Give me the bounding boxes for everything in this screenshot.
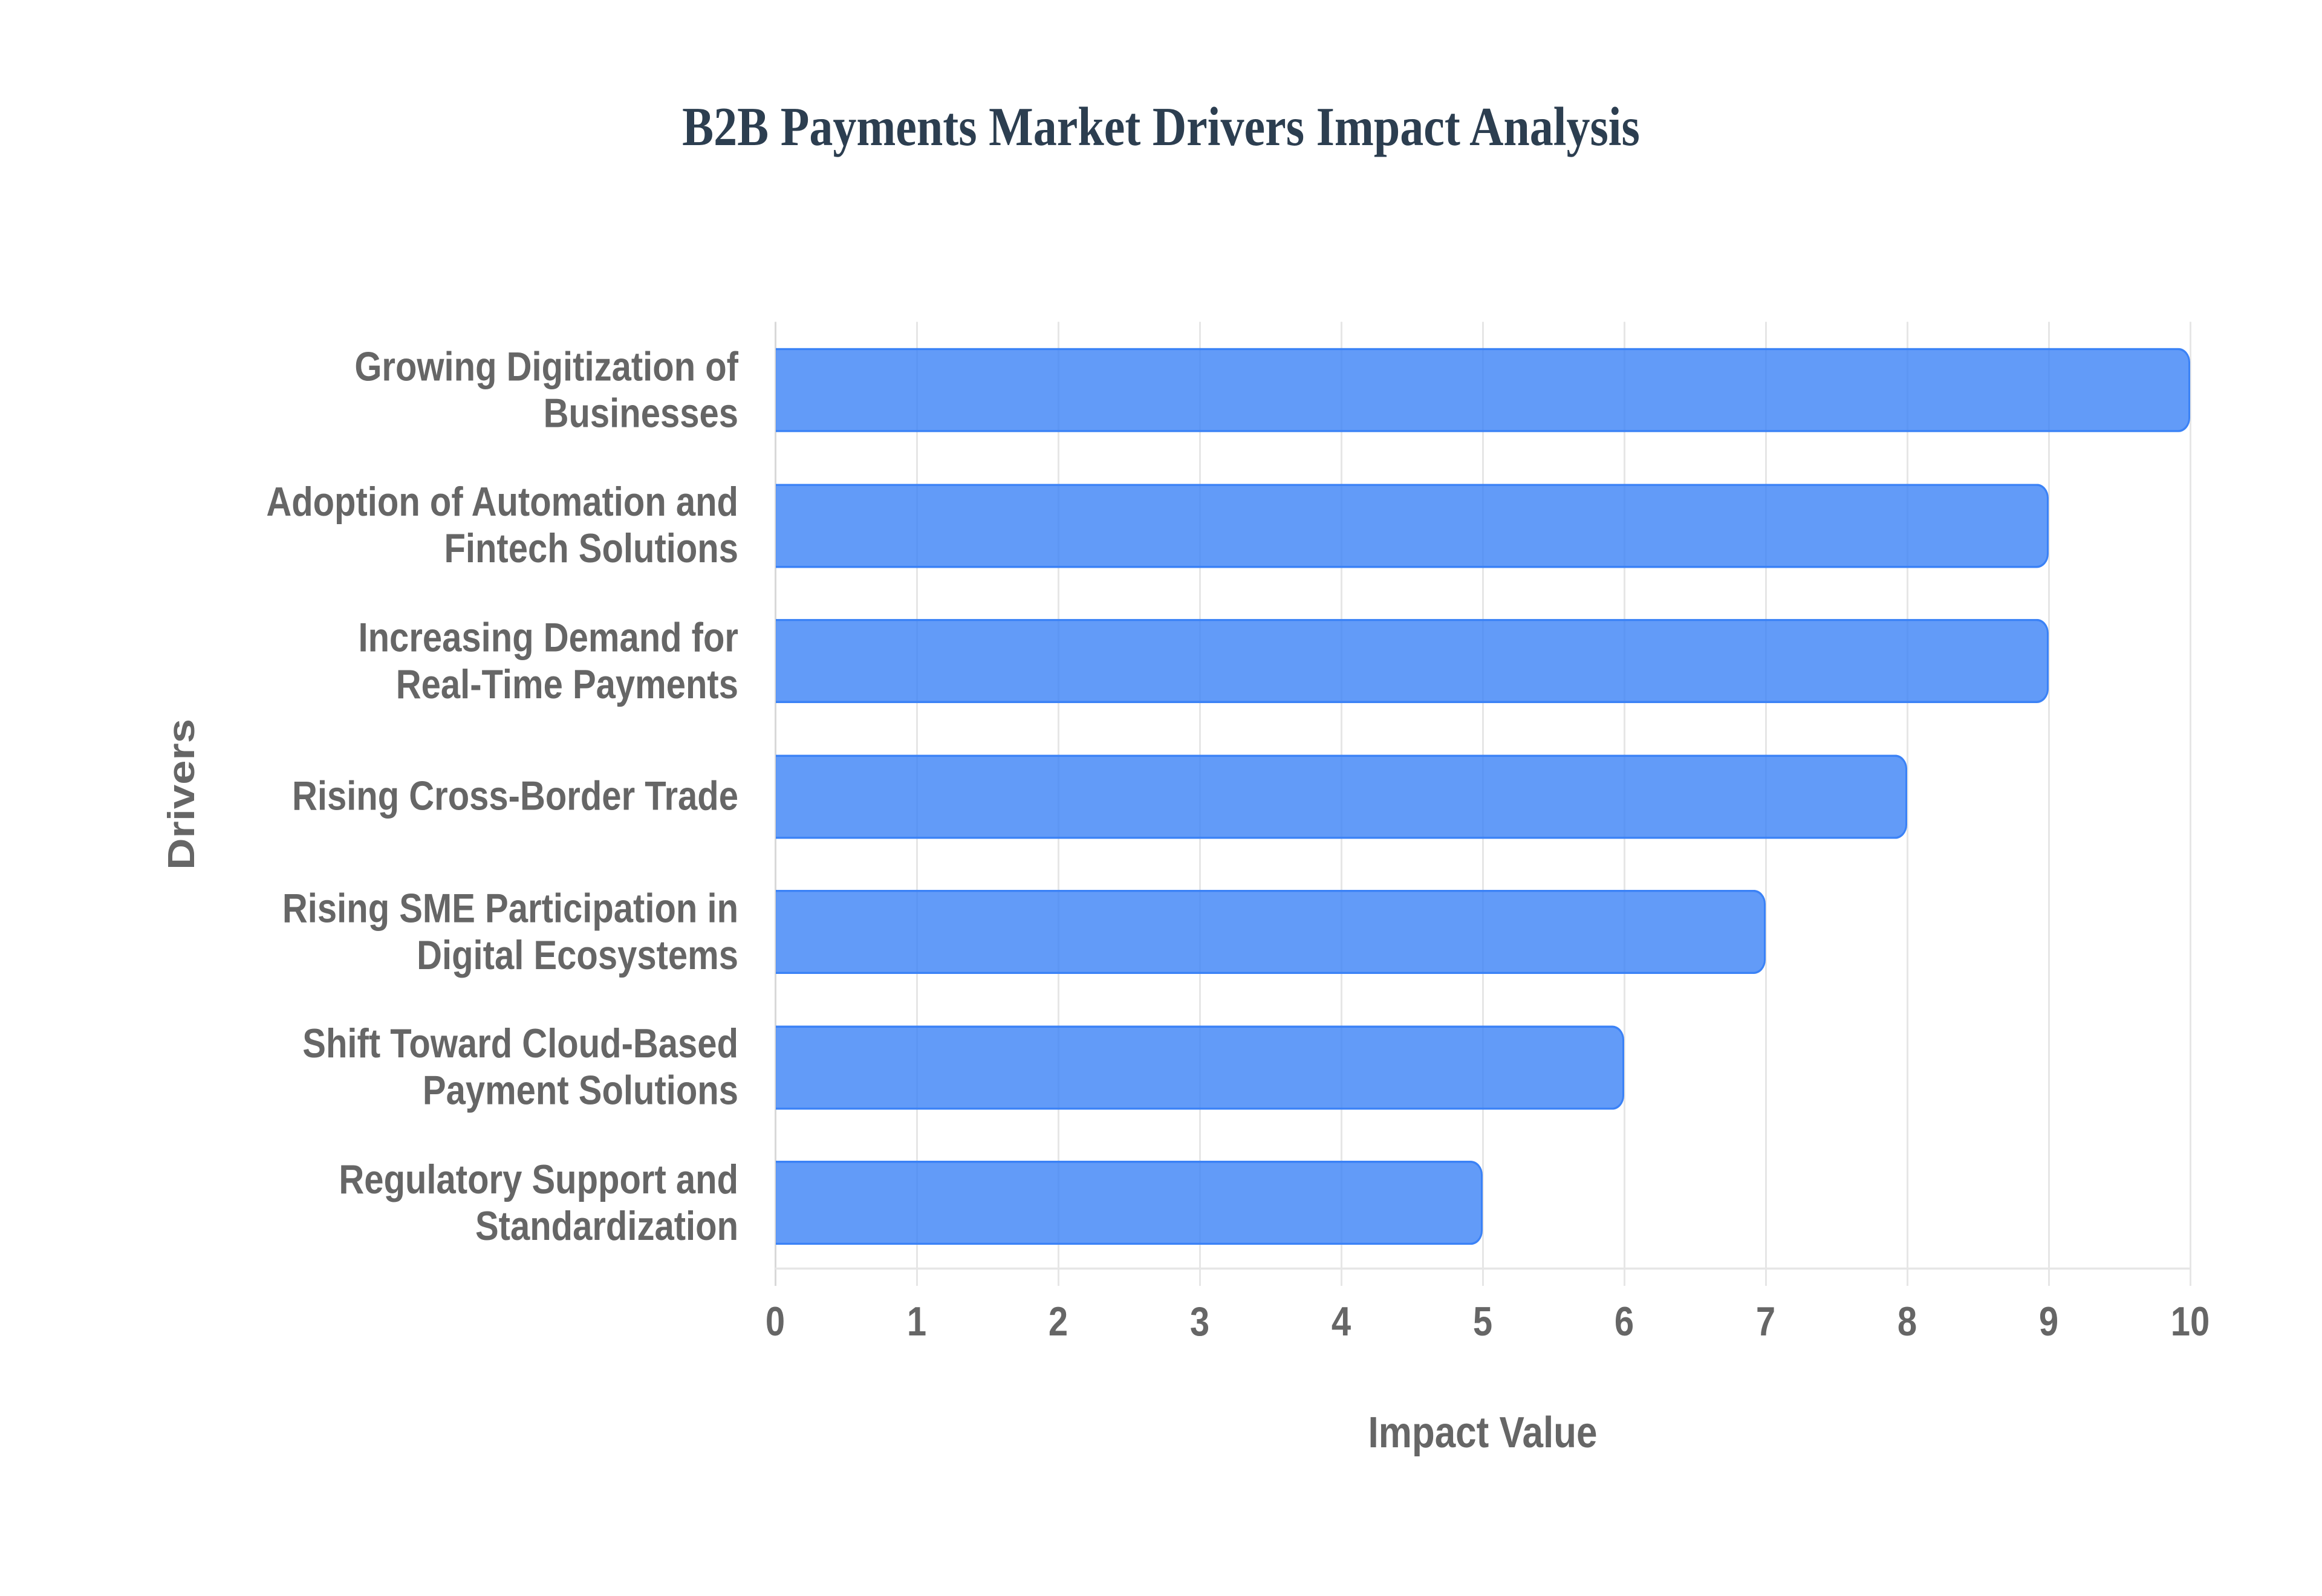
chart-title: B2B Payments Market Drivers Impact Analy…	[682, 95, 1640, 157]
y-category-label: Increasing Demand for Real-Time Payments	[358, 614, 738, 707]
x-tick-label: 6	[1614, 1299, 1634, 1345]
gridline	[1907, 322, 1908, 1286]
y-category-label: Adoption of Automation and Fintech Solut…	[266, 479, 738, 572]
bar[interactable]	[776, 618, 2049, 703]
gridline	[775, 322, 776, 1286]
y-category-label: Regulatory Support and Standardization	[339, 1156, 738, 1249]
y-category-label: Growing Digitization of Businesses	[354, 343, 738, 436]
x-tick-label: 3	[1189, 1299, 1210, 1345]
x-axis-line	[775, 1267, 2191, 1270]
bar[interactable]	[776, 889, 1766, 975]
x-tick-label: 1	[906, 1299, 927, 1345]
bar[interactable]	[776, 348, 2190, 432]
x-tick-label: 5	[1472, 1299, 1493, 1345]
gridline	[2190, 322, 2191, 1286]
x-axis-title: Impact Value	[1368, 1408, 1598, 1458]
gridline	[2048, 322, 2050, 1286]
bar[interactable]	[776, 483, 2049, 568]
x-tick-label: 0	[765, 1299, 785, 1345]
y-category-label: Rising Cross-Border Trade	[291, 773, 738, 819]
bar[interactable]	[776, 1025, 1624, 1110]
bar[interactable]	[776, 1160, 1483, 1245]
x-tick-label: 4	[1331, 1299, 1351, 1345]
plot-area	[775, 322, 2191, 1286]
y-category-label: Rising SME Participation in Digital Ecos…	[282, 885, 738, 978]
bar[interactable]	[776, 754, 1907, 839]
x-tick-label: 7	[1755, 1299, 1776, 1345]
x-tick-label: 8	[1897, 1299, 1917, 1345]
x-tick-label: 10	[2170, 1299, 2210, 1345]
y-category-label: Shift Toward Cloud-Based Payment Solutio…	[302, 1020, 738, 1114]
x-tick-label: 2	[1048, 1299, 1068, 1345]
x-tick-label: 9	[2038, 1299, 2059, 1345]
